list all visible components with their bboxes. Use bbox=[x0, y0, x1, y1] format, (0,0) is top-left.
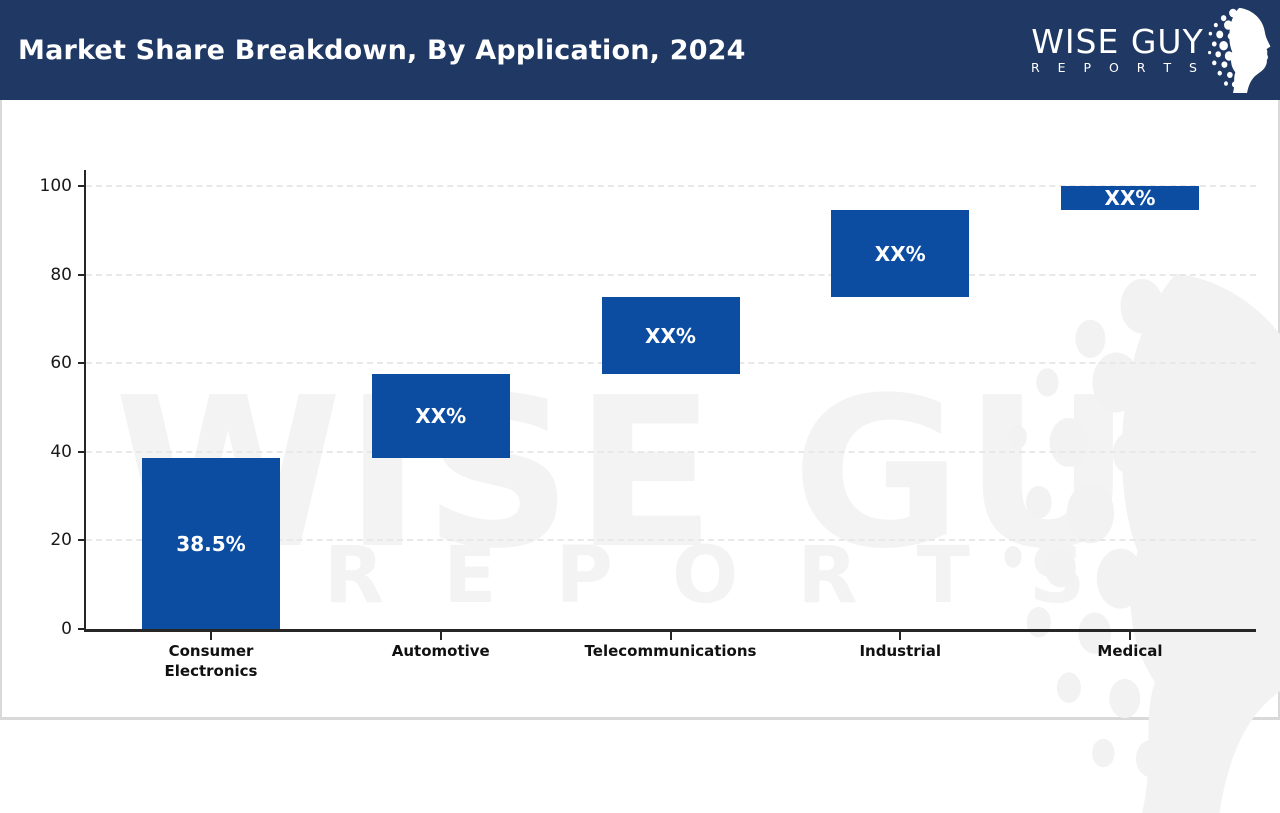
x-tick-mark bbox=[210, 632, 212, 640]
y-tick-mark bbox=[78, 273, 86, 276]
x-tick-mark bbox=[899, 632, 902, 640]
x-axis-line bbox=[84, 629, 1256, 632]
bar-telecommunications: XX% bbox=[601, 296, 740, 375]
bar-value-label: XX% bbox=[415, 404, 467, 429]
y-tick-label: 100 bbox=[39, 176, 72, 196]
page-title: Market Share Breakdown, By Application, … bbox=[18, 34, 746, 66]
bar-value-label: XX% bbox=[645, 323, 696, 348]
bar-medical: XX% bbox=[1061, 186, 1199, 211]
bar-value-label: 38.5% bbox=[176, 531, 246, 556]
dotted-face-profile-icon bbox=[1194, 7, 1272, 93]
y-tick-mark bbox=[78, 539, 86, 542]
x-category-label-medical: Medical bbox=[1097, 642, 1163, 660]
header-bar: Market Share Breakdown, By Application, … bbox=[0, 0, 1280, 100]
x-category-label-automotive: Automotive bbox=[391, 642, 490, 660]
watermark-brand-subname: R E P O R T S bbox=[324, 531, 1102, 621]
x-tick-mark bbox=[669, 632, 672, 640]
y-tick-label: 40 bbox=[50, 441, 72, 462]
bar-consumer-electronics: 38.5% bbox=[142, 458, 280, 629]
brand-name: WISE GUY bbox=[1031, 22, 1204, 62]
watermark-brand-name: WISE GUY bbox=[114, 353, 1280, 594]
brand-logo: WISE GUY R E P O R T S bbox=[1031, 7, 1280, 93]
y-gridline bbox=[86, 185, 1256, 187]
y-tick-label: 80 bbox=[50, 264, 72, 285]
bar-value-label: XX% bbox=[1104, 186, 1156, 211]
infographic-page: { "header": { "title": "Market Share Bre… bbox=[0, 0, 1280, 720]
x-category-label-consumer-electronics: Consumer Electronics bbox=[164, 642, 258, 681]
y-tick-label: 0 bbox=[61, 619, 72, 639]
brand-logo-text: WISE GUY R E P O R T S bbox=[1031, 25, 1204, 75]
x-category-label-telecommunications: Telecommunications bbox=[584, 642, 757, 660]
y-tick-label: 60 bbox=[50, 353, 72, 374]
y-tick-mark bbox=[78, 362, 86, 365]
y-gridline bbox=[86, 273, 1256, 276]
y-gridline bbox=[86, 450, 1256, 453]
bar-automotive: XX% bbox=[371, 374, 510, 459]
y-axis-line bbox=[84, 170, 86, 631]
y-tick-mark bbox=[78, 185, 86, 187]
x-tick-mark bbox=[439, 632, 442, 640]
plot-area: 0 20 40 60 80 100 38.5% Consumer Electronics XX%… bbox=[39, 170, 1256, 681]
bar-industrial: XX% bbox=[831, 210, 970, 297]
y-tick-mark bbox=[78, 628, 86, 630]
y-tick-mark bbox=[78, 450, 86, 453]
y-tick-label: 20 bbox=[50, 530, 72, 551]
x-tick-mark bbox=[1129, 632, 1131, 640]
y-gridline bbox=[86, 539, 1256, 542]
x-category-label-industrial: Industrial bbox=[859, 642, 942, 660]
bar-value-label: XX% bbox=[874, 241, 926, 266]
brand-subname: R E P O R T S bbox=[1030, 60, 1204, 76]
